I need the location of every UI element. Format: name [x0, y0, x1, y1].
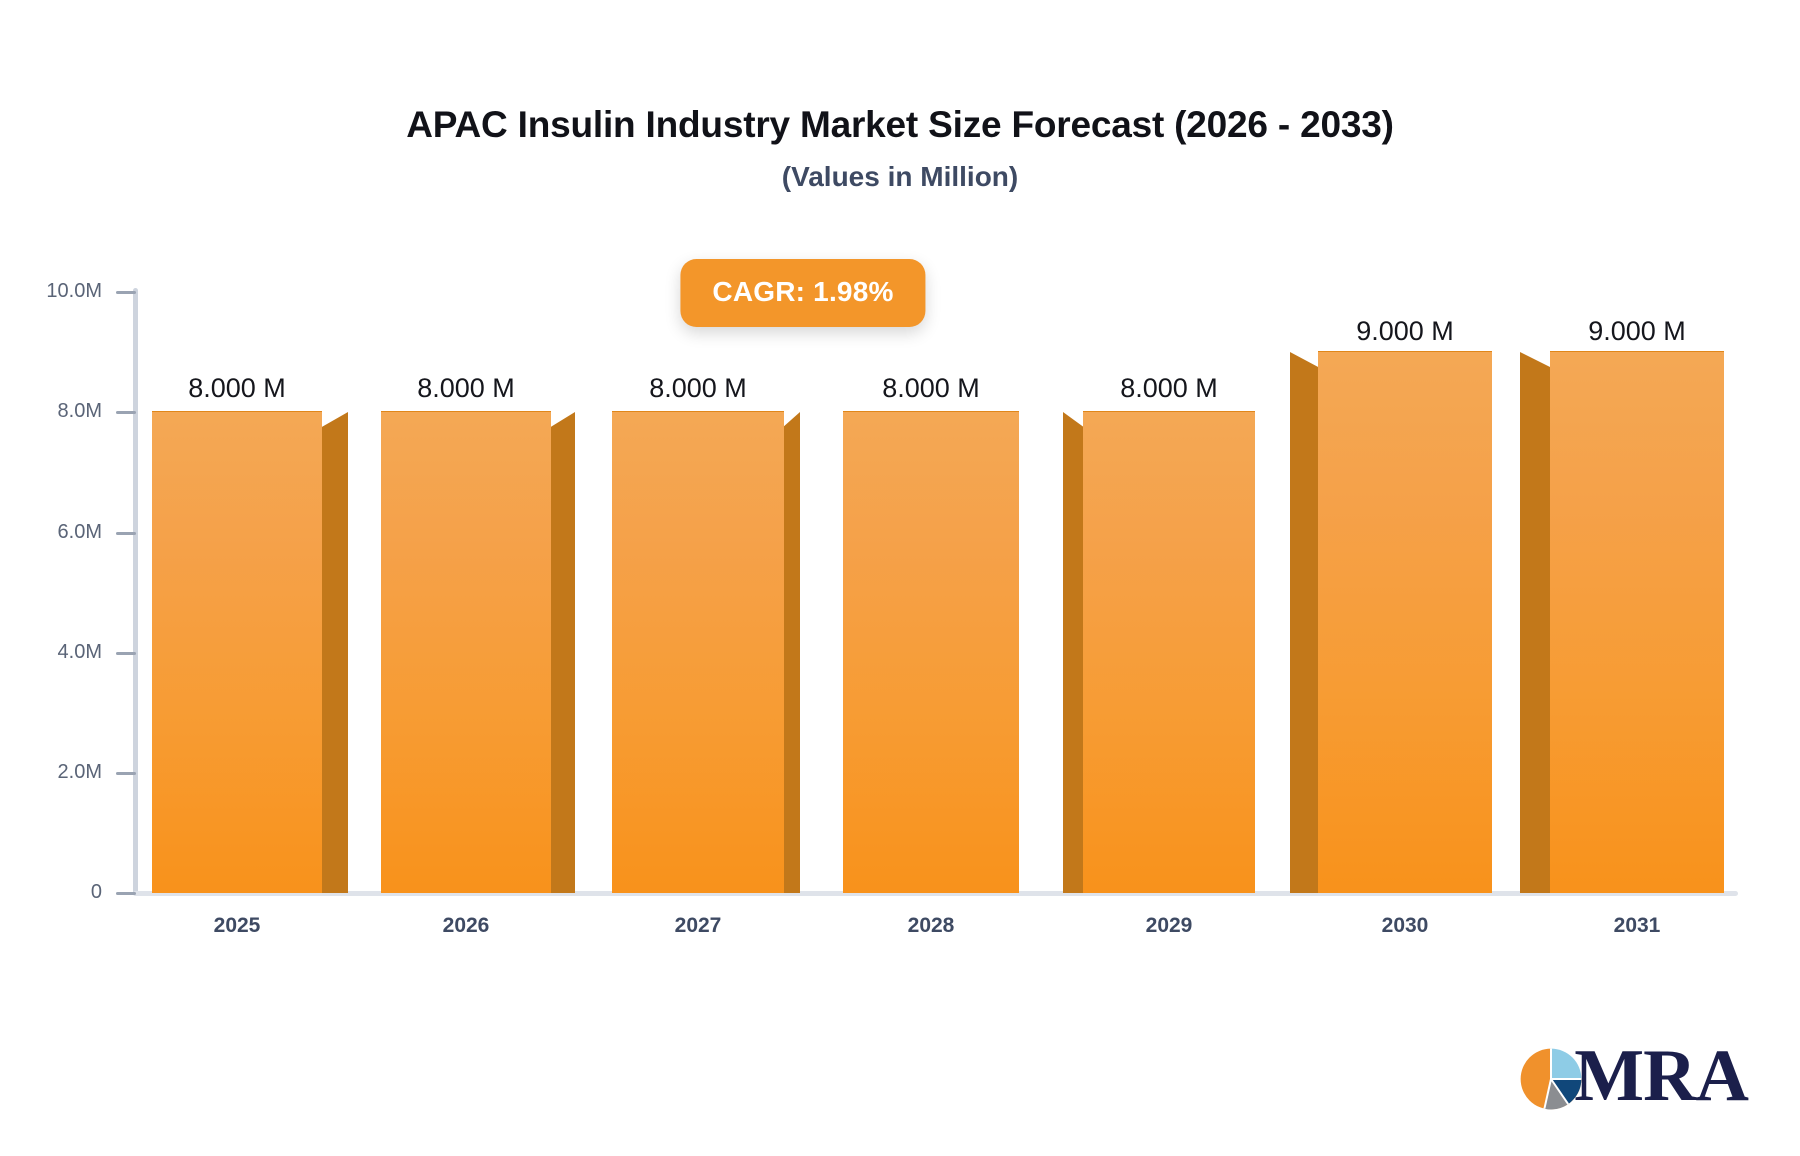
y-tick-mark	[116, 651, 136, 655]
bar-side-face	[782, 412, 800, 893]
x-tick-label-2026: 2026	[442, 914, 490, 937]
bar-2025[interactable]	[152, 411, 348, 893]
bar-2026[interactable]	[381, 411, 577, 893]
x-tick-label-2030: 2030	[1381, 914, 1429, 937]
bar-value-2026: 8.000 M	[417, 373, 515, 403]
bar-2029[interactable]	[1063, 411, 1255, 893]
x-tick-label-2027: 2027	[674, 914, 722, 937]
y-tick-mark	[116, 771, 136, 775]
bar-front-face	[152, 411, 322, 893]
bar-value-2029: 8.000 M	[1120, 373, 1218, 403]
x-axis-line	[133, 891, 1738, 896]
pie-chart-icon	[1520, 1048, 1582, 1110]
chart-subtitle: (Values in Million)	[781, 160, 1019, 192]
bar-value-2025: 8.000 M	[188, 373, 286, 403]
y-tick-label: 6.0M	[57, 521, 102, 543]
bar-2028[interactable]	[843, 411, 1019, 893]
bar-value-2028: 8.000 M	[882, 373, 980, 403]
y-tick-mark	[116, 531, 136, 535]
bar-2031[interactable]	[1520, 351, 1724, 893]
logo-wordmark: MRA	[1574, 1035, 1749, 1117]
y-tick-label: 0	[90, 881, 102, 903]
x-tick-label-2025: 2025	[213, 914, 261, 937]
cagr-badge: CAGR: 1.98%	[680, 259, 926, 327]
bar-front-face	[612, 411, 784, 893]
brand-logo: MRA	[1518, 1035, 1749, 1117]
bar-side-face	[549, 412, 575, 893]
bar-side-face	[1520, 352, 1552, 893]
y-tick-label: 8.0M	[57, 400, 102, 422]
bar-side-face	[1290, 352, 1320, 893]
y-tick-mark	[116, 410, 136, 414]
bar-value-2027: 8.000 M	[649, 373, 747, 403]
y-axis-line	[133, 288, 138, 896]
x-tick-label-2031: 2031	[1613, 914, 1661, 937]
bar-side-face	[1063, 412, 1085, 893]
chart-title: APAC Insulin Industry Market Size Foreca…	[406, 104, 1394, 145]
bar-front-face	[1318, 351, 1492, 893]
bar-front-face	[1083, 411, 1255, 893]
chart-header: APAC Insulin Industry Market Size Foreca…	[0, 104, 1800, 193]
x-tick-label-2029: 2029	[1145, 914, 1193, 937]
bar-front-face	[843, 411, 1019, 893]
y-tick-label: 4.0M	[57, 641, 102, 663]
y-tick-label: 2.0M	[57, 761, 102, 783]
bar-2027[interactable]	[612, 411, 802, 893]
bar-value-2030: 9.000 M	[1356, 316, 1454, 346]
bar-side-face	[320, 412, 348, 893]
bar-front-face	[381, 411, 551, 893]
y-tick-mark	[116, 891, 136, 895]
x-tick-label-2028: 2028	[907, 914, 955, 937]
y-tick-label: 10.0M	[46, 280, 102, 302]
y-tick-mark	[116, 290, 136, 294]
bar-2030[interactable]	[1290, 351, 1492, 893]
bar-value-2031: 9.000 M	[1588, 316, 1686, 346]
bar-front-face	[1550, 351, 1724, 893]
